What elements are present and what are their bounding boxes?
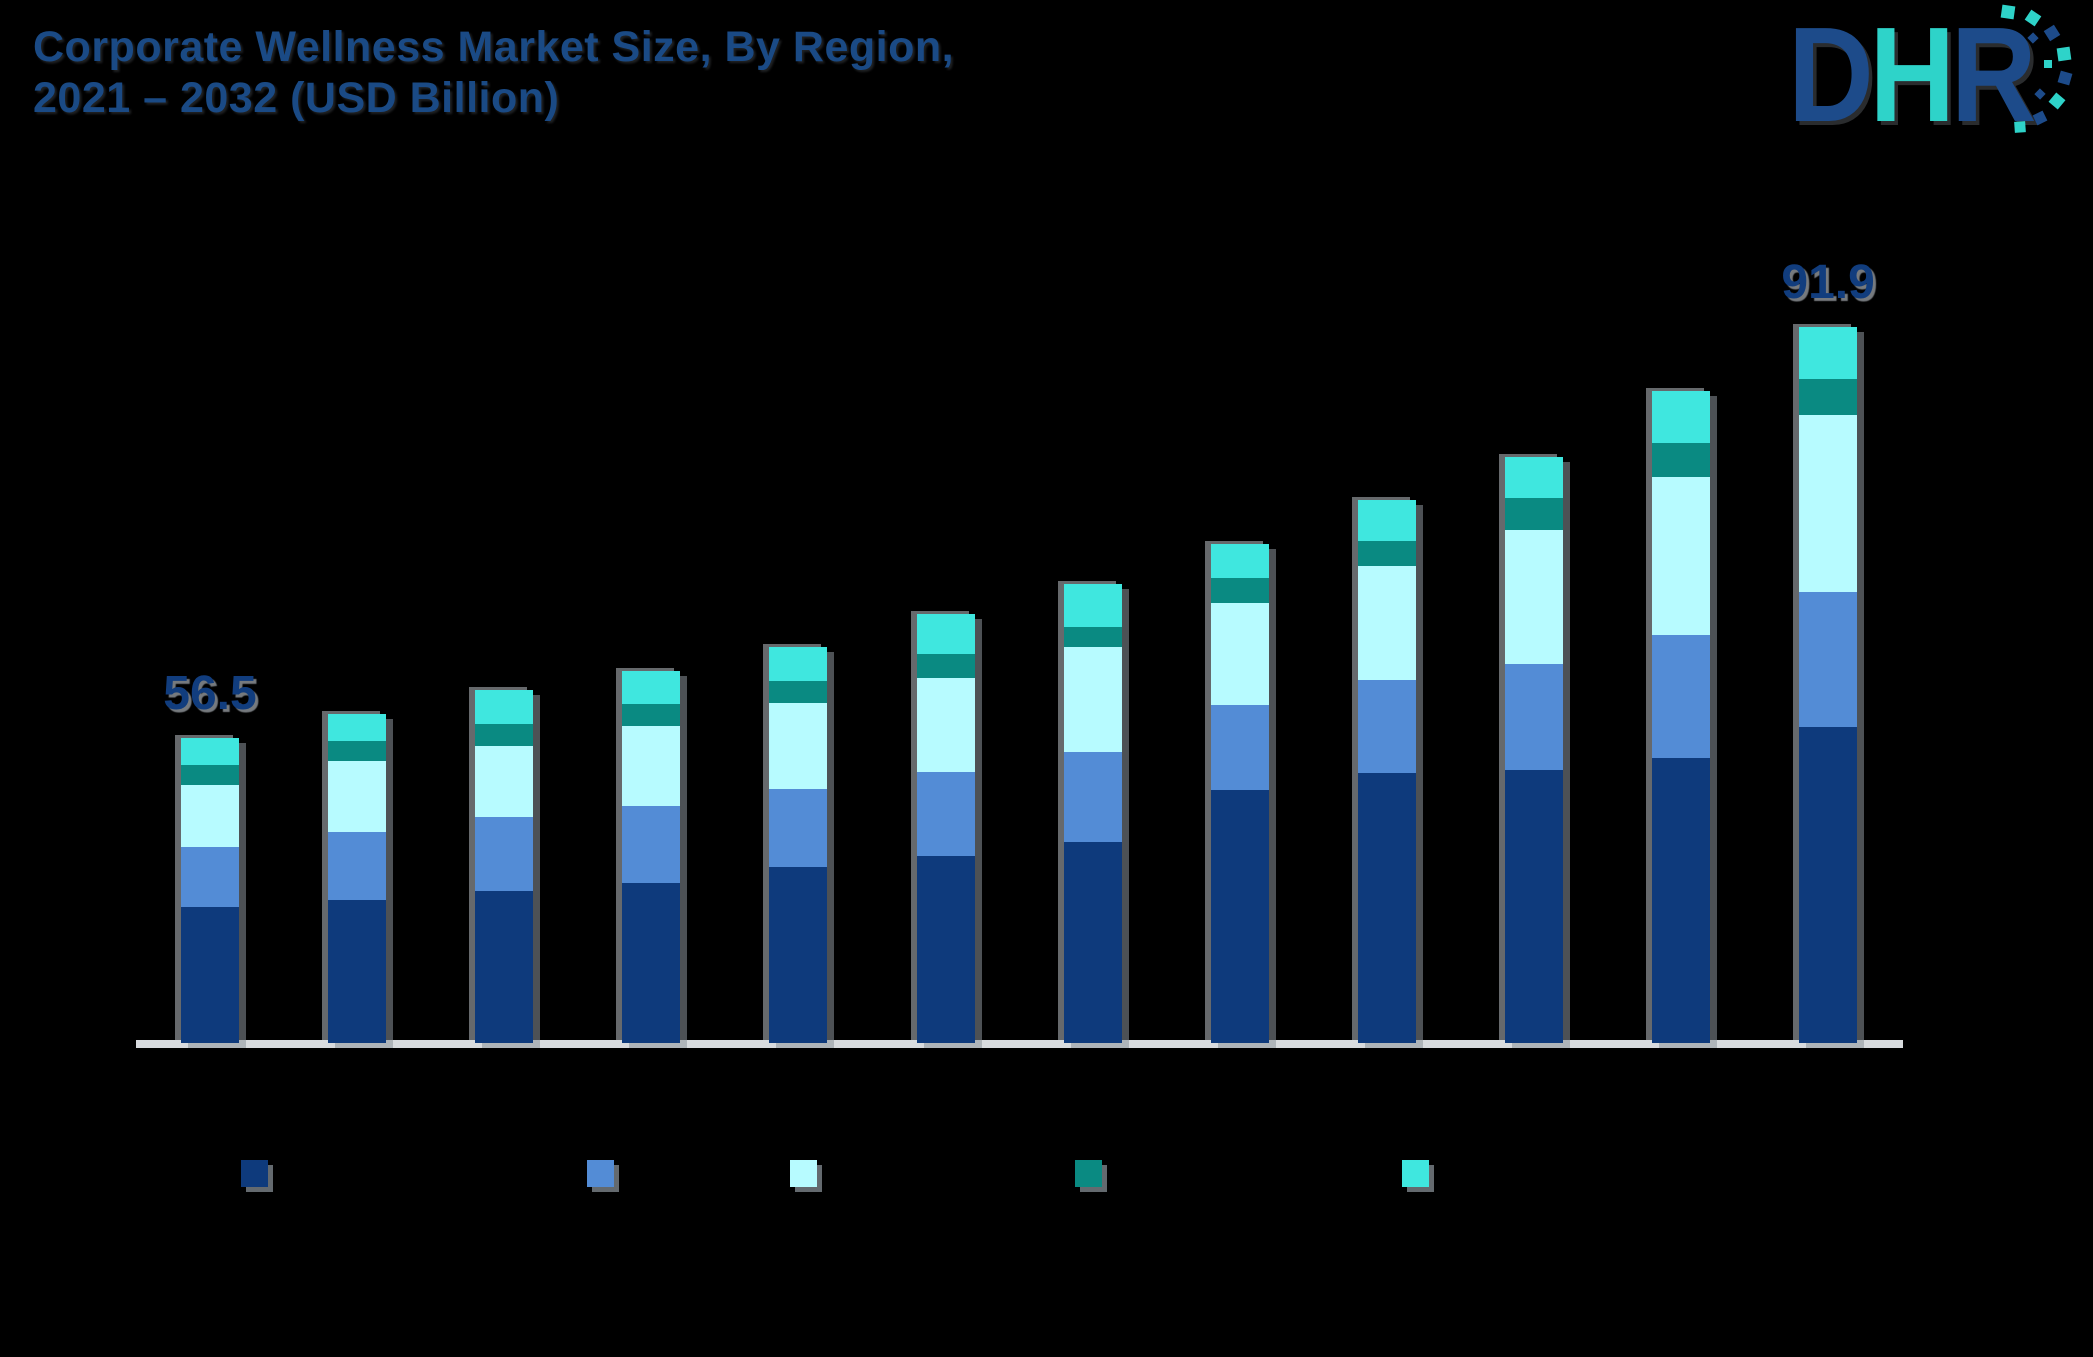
bar-segment-europe [1063,751,1122,843]
bar-segment-europe [622,806,681,883]
dhr-logo: DHR [1788,4,2088,156]
x-axis-label-2026: 2026 [912,1058,979,1091]
bar-segment-middle-east-africa [622,670,681,705]
bar-segment-middle-east-africa [1210,544,1269,578]
chart-title-line1: Corporate Wellness Market Size, By Regio… [33,23,955,71]
bar-segment-latin-america [181,764,239,786]
bar-segment-asia-pacific [622,726,681,807]
bar-segment-north-america [1652,757,1710,1043]
bar-segment-latin-america [916,654,975,678]
bar-segment-asia-pacific [181,785,239,847]
bar-segment-north-america [1063,842,1122,1043]
chart-title: Corporate Wellness Market Size, By Regio… [33,22,954,124]
bar-segment-asia-pacific [1799,415,1858,592]
bar-segment-north-america [328,900,387,1043]
x-axis-label-2025: 2025 [765,1058,832,1091]
bar-segment-latin-america [1652,443,1710,477]
bar-segment-north-america [1504,770,1563,1043]
bar-segment-north-america [1210,790,1269,1043]
x-axis-line [136,1040,1903,1048]
x-axis-label-2028: 2028 [1206,1058,1274,1091]
bar-segment-asia-pacific [475,746,534,817]
chart-title-line2: 2021 – 2032 (USD Billion) [33,74,560,122]
bar-segment-europe [769,788,828,867]
bar-segment-middle-east-africa [181,737,239,765]
x-axis-label-2023: 2023 [470,1058,538,1091]
stacked-bar-2024 [622,670,681,1043]
stacked-bar-2030 [1504,457,1563,1043]
bar-segment-middle-east-africa [1063,583,1122,627]
bar-segment-latin-america [475,723,534,747]
x-axis-label-2030: 2030 [1500,1058,1568,1091]
bar-segment-latin-america [1504,497,1563,531]
bar-segment-north-america [769,866,828,1043]
x-axis-label-2027: 2027 [1059,1058,1126,1091]
dhr-logo-letters: DHR [1788,6,2037,144]
bar-segment-middle-east-africa [769,647,828,682]
bar-segment-asia-pacific [1504,530,1563,664]
bar-segment-middle-east-africa [1799,327,1858,380]
bar-segment-north-america [622,882,681,1043]
bar-total-label-2021: 56.5 [163,666,257,720]
bar-segment-north-america [916,856,975,1043]
bar-segment-europe [475,816,534,891]
logo-letter-r: R [1950,0,2037,150]
bar-segment-north-america [475,891,534,1043]
x-axis-label-2032: 2032 [1794,1058,1862,1091]
bar-segment-latin-america [769,681,828,704]
stacked-bar-2026 [916,613,975,1043]
bar-total-label-2032: 91.9 [1781,256,1875,310]
bar-segment-latin-america [1210,577,1269,604]
bar-segment-latin-america [328,741,387,762]
bar-segment-latin-america [1799,379,1858,416]
bar-segment-latin-america [1063,626,1122,648]
bar-segment-middle-east-africa [475,690,534,724]
bar-segment-europe [181,846,239,908]
bar-segment-middle-east-africa [1504,457,1563,498]
bar-segment-asia-pacific [1063,647,1122,752]
bar-segment-asia-pacific [769,703,828,789]
x-axis-label-2024: 2024 [617,1058,685,1091]
bar-segment-europe [1504,663,1563,771]
stacked-bar-2025 [769,647,828,1043]
x-axis-label-2031: 2031 [1647,1058,1715,1091]
bar-segment-europe [1357,679,1416,773]
bar-segment-europe [328,831,387,901]
bar-segment-middle-east-africa [1652,391,1710,444]
bar-segment-north-america [181,907,239,1043]
bar-segment-asia-pacific [328,761,387,832]
bar-segment-latin-america [622,704,681,727]
logo-dot [2043,60,2052,69]
bar-segment-europe [1799,591,1858,728]
bar-segment-asia-pacific [916,677,975,772]
stacked-bar-2022 [328,713,387,1043]
bar-segment-europe [1652,634,1710,758]
bar-segment-middle-east-africa [328,713,387,742]
bar-segment-asia-pacific [1357,566,1416,680]
bar-segment-latin-america [1357,540,1416,567]
logo-letter-d: D [1788,0,1874,150]
bar-segment-asia-pacific [1210,603,1269,706]
bar-segment-asia-pacific [1652,476,1710,635]
stacked-bar-2023 [475,690,534,1043]
x-axis-label-2022: 2022 [323,1058,391,1091]
x-axis-label-2029: 2029 [1353,1058,1421,1091]
bar-segment-north-america [1799,727,1858,1043]
stacked-bar-2021 [181,737,239,1043]
logo-letter-h: H [1869,0,1955,150]
stacked-bar-2028 [1210,544,1269,1043]
stacked-bar-2032 [1799,327,1858,1043]
bar-segment-europe [916,771,975,857]
stacked-bar-2029 [1357,500,1416,1043]
x-axis-label-2021: 2021 [176,1058,244,1091]
stacked-bar-2027 [1063,583,1122,1043]
stacked-bar-2031 [1652,391,1710,1043]
bar-segment-north-america [1357,772,1416,1043]
bar-segment-middle-east-africa [916,613,975,655]
bar-segment-middle-east-africa [1357,500,1416,541]
bar-segment-europe [1210,705,1269,791]
